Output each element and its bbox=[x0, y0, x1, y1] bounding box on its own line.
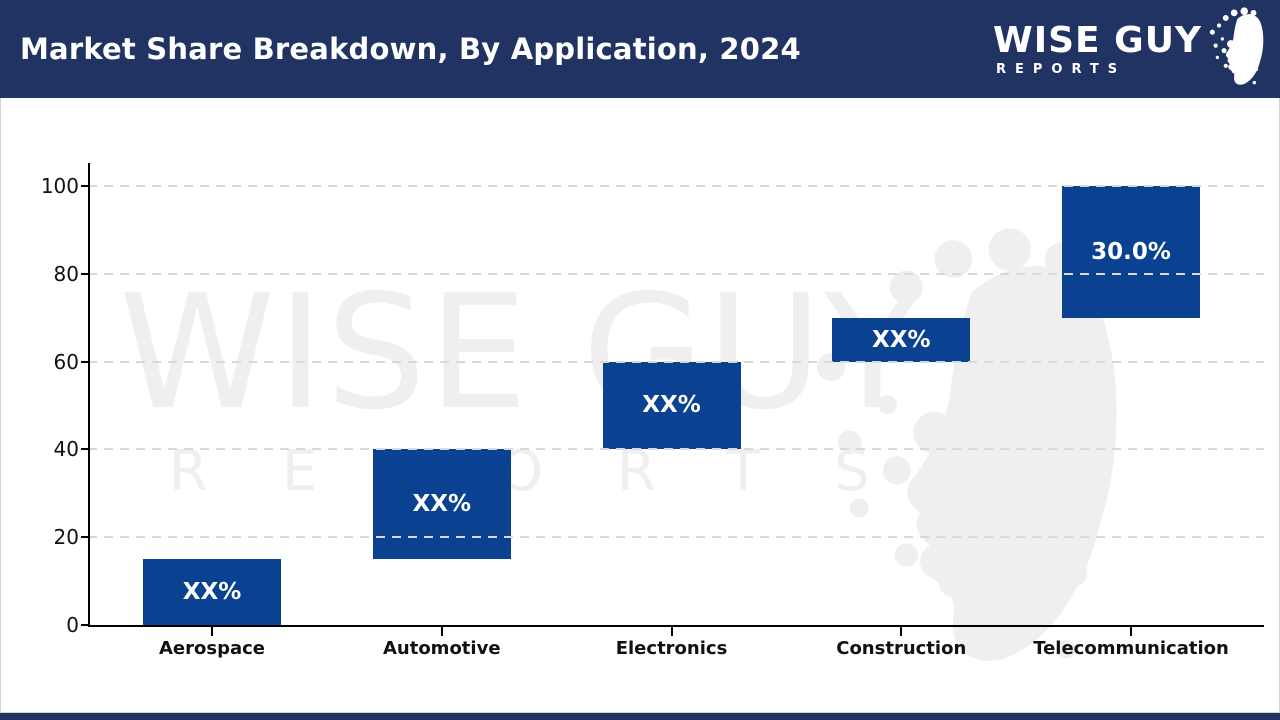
page-title: Market Share Breakdown, By Application, … bbox=[20, 32, 801, 66]
brand-logo: WISE GUY REPORTS bbox=[993, 7, 1266, 91]
y-tick-label: 80 bbox=[53, 261, 79, 286]
gridline bbox=[88, 272, 1264, 275]
category-label: Electronics bbox=[615, 638, 728, 659]
y-tick-mark bbox=[81, 624, 89, 626]
category-label: Telecommunication bbox=[1033, 638, 1229, 659]
bar-construction: XX% bbox=[832, 317, 971, 362]
watermark-wordmark-sub: REPORTS bbox=[169, 439, 944, 504]
y-tick-label: 0 bbox=[66, 613, 79, 637]
bar-automotive: XX% bbox=[372, 449, 511, 560]
bar-value-label: XX% bbox=[412, 491, 471, 518]
plot: 0 20 40 60 80 100 XX% Aerospace XX% Automotive XX%… bbox=[1, 98, 1279, 712]
logo-wordmark: WISE GUY REPORTS bbox=[992, 19, 1202, 77]
x-tick-mark bbox=[670, 627, 673, 636]
bar-value-label: XX% bbox=[642, 392, 701, 419]
x-tick-mark bbox=[1130, 627, 1132, 636]
bar-telecommunication: 30.0% bbox=[1062, 186, 1200, 318]
category-label: Automotive bbox=[382, 638, 501, 659]
category-label: Construction bbox=[836, 638, 967, 659]
y-tick-label: 40 bbox=[53, 437, 79, 462]
bar-electronics: XX% bbox=[602, 361, 741, 450]
y-tick-mark bbox=[81, 536, 89, 539]
y-tick-label: 20 bbox=[53, 525, 79, 550]
x-tick-mark bbox=[211, 627, 213, 636]
gridline bbox=[88, 536, 1264, 539]
x-tick-mark bbox=[900, 627, 903, 636]
bar-value-label: XX% bbox=[871, 326, 931, 353]
chart-area: WISE GUY REPORTS 0 20 40 60 bbox=[0, 98, 1280, 713]
watermark-wordmark: WISE GUY bbox=[119, 261, 923, 445]
logo-wordmark-main: WISE GUY bbox=[992, 19, 1202, 61]
logo-wordmark-sub: REPORTS bbox=[995, 61, 1127, 77]
x-tick-mark bbox=[440, 627, 443, 636]
y-tick-label: 60 bbox=[53, 349, 79, 374]
bar-value-label: 30.0% bbox=[1091, 238, 1171, 265]
y-tick-mark bbox=[81, 360, 89, 363]
watermark-head-icon bbox=[817, 228, 1117, 661]
logo-head-icon bbox=[1209, 7, 1264, 85]
gridline bbox=[88, 360, 1264, 363]
header-bar: Market Share Breakdown, By Application, … bbox=[0, 0, 1280, 98]
y-tick-label: 100 bbox=[40, 174, 79, 198]
gridline bbox=[88, 185, 1264, 187]
footer-bar bbox=[0, 713, 1280, 720]
x-axis-line bbox=[88, 625, 1264, 627]
bar-value-label: XX% bbox=[182, 579, 242, 606]
y-axis-line bbox=[88, 163, 90, 627]
y-tick-mark bbox=[81, 272, 89, 275]
gridline bbox=[88, 448, 1264, 451]
category-label: Aerospace bbox=[158, 638, 265, 659]
y-tick-mark bbox=[81, 185, 89, 187]
bar-aerospace: XX% bbox=[143, 559, 281, 625]
y-tick-mark bbox=[81, 448, 89, 451]
